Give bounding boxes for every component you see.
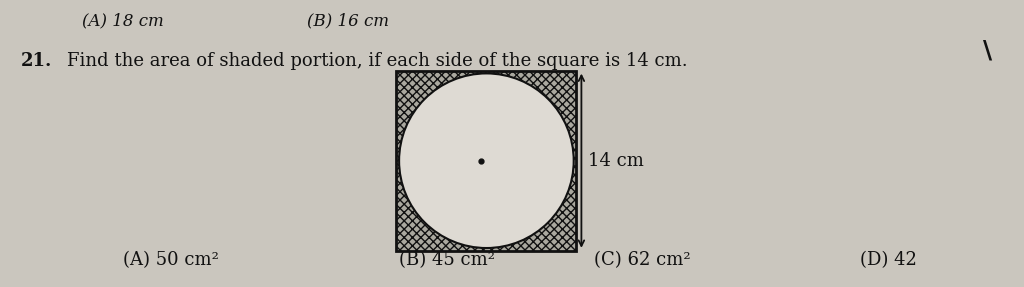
Text: (B) 45 cm²: (B) 45 cm² — [399, 251, 496, 269]
Text: Find the area of shaded portion, if each side of the square is 14 cm.: Find the area of shaded portion, if each… — [67, 52, 687, 70]
Text: (A) 50 cm²: (A) 50 cm² — [123, 251, 219, 269]
Text: (C) 62 cm²: (C) 62 cm² — [594, 251, 690, 269]
Text: 21.: 21. — [20, 52, 52, 70]
Text: (D) 42: (D) 42 — [860, 251, 918, 269]
Text: (B) 16 cm: (B) 16 cm — [307, 12, 389, 29]
Text: (A) 18 cm: (A) 18 cm — [82, 12, 164, 29]
Bar — [396, 71, 577, 251]
Circle shape — [399, 73, 573, 248]
Text: 14 cm: 14 cm — [589, 152, 644, 170]
Text: \: \ — [983, 38, 992, 62]
